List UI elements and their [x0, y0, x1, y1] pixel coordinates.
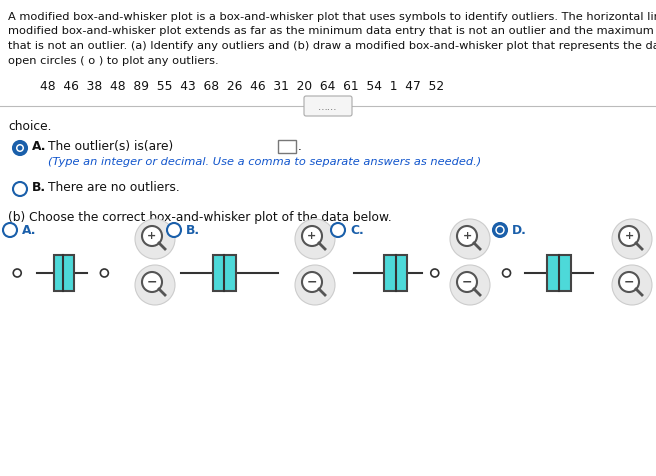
Text: −: − [147, 276, 157, 288]
Circle shape [142, 226, 162, 246]
Circle shape [457, 226, 477, 246]
Text: −: − [307, 276, 318, 288]
Circle shape [18, 146, 22, 150]
Bar [384, 255, 407, 291]
Circle shape [619, 226, 639, 246]
Circle shape [450, 265, 490, 305]
Text: −: − [624, 276, 634, 288]
Text: +: + [462, 231, 472, 241]
Text: B.: B. [32, 181, 46, 194]
Text: that is not an outlier. (a) Identify any outliers and (b) draw a modified box-an: that is not an outlier. (a) Identify any… [8, 41, 656, 51]
Bar [278, 140, 296, 153]
Text: A.: A. [32, 140, 47, 153]
Text: ……: …… [318, 102, 338, 112]
Circle shape [497, 228, 502, 232]
Circle shape [13, 141, 27, 155]
Circle shape [295, 219, 335, 259]
Circle shape [493, 223, 507, 237]
Text: choice.: choice. [8, 120, 52, 133]
Circle shape [295, 265, 335, 305]
Text: +: + [308, 231, 317, 241]
Circle shape [13, 182, 27, 196]
Text: D.: D. [512, 224, 527, 237]
Bar [213, 255, 236, 291]
Circle shape [612, 219, 652, 259]
Text: +: + [148, 231, 157, 241]
Circle shape [502, 269, 510, 277]
Circle shape [135, 219, 175, 259]
Text: +: + [625, 231, 634, 241]
Text: A.: A. [22, 224, 37, 237]
Circle shape [431, 269, 439, 277]
Circle shape [450, 219, 490, 259]
Text: C.: C. [350, 224, 363, 237]
Circle shape [612, 265, 652, 305]
Bar [547, 255, 571, 291]
Text: A modified box-and-whisker plot is a box-and-whisker plot that uses symbols to i: A modified box-and-whisker plot is a box… [8, 12, 656, 22]
FancyBboxPatch shape [304, 96, 352, 116]
Circle shape [16, 144, 24, 152]
Text: modified box-and-whisker plot extends as far as the minimum data entry that is n: modified box-and-whisker plot extends as… [8, 27, 656, 37]
Circle shape [142, 272, 162, 292]
Text: (b) Choose the correct box-and-whisker plot of the data below.: (b) Choose the correct box-and-whisker p… [8, 211, 392, 224]
Circle shape [100, 269, 108, 277]
Text: B.: B. [186, 224, 200, 237]
Text: There are no outliers.: There are no outliers. [48, 181, 180, 194]
Text: (Type an integer or decimal. Use a comma to separate answers as needed.): (Type an integer or decimal. Use a comma… [48, 157, 482, 167]
Text: The outlier(s) is(are): The outlier(s) is(are) [48, 140, 173, 153]
Text: 48  46  38  48  89  55  43  68  26  46  31  20  64  61  54  1  47  52: 48 46 38 48 89 55 43 68 26 46 31 20 64 6… [40, 80, 444, 93]
Circle shape [302, 272, 322, 292]
Bar [54, 255, 74, 291]
Text: .: . [298, 140, 302, 153]
Circle shape [457, 272, 477, 292]
Text: −: − [462, 276, 472, 288]
Circle shape [167, 223, 181, 237]
Circle shape [331, 223, 345, 237]
Circle shape [302, 226, 322, 246]
Circle shape [3, 223, 17, 237]
Text: open circles ( o ) to plot any outliers.: open circles ( o ) to plot any outliers. [8, 56, 218, 66]
Circle shape [13, 269, 21, 277]
Circle shape [619, 272, 639, 292]
Circle shape [135, 265, 175, 305]
Circle shape [496, 226, 504, 234]
